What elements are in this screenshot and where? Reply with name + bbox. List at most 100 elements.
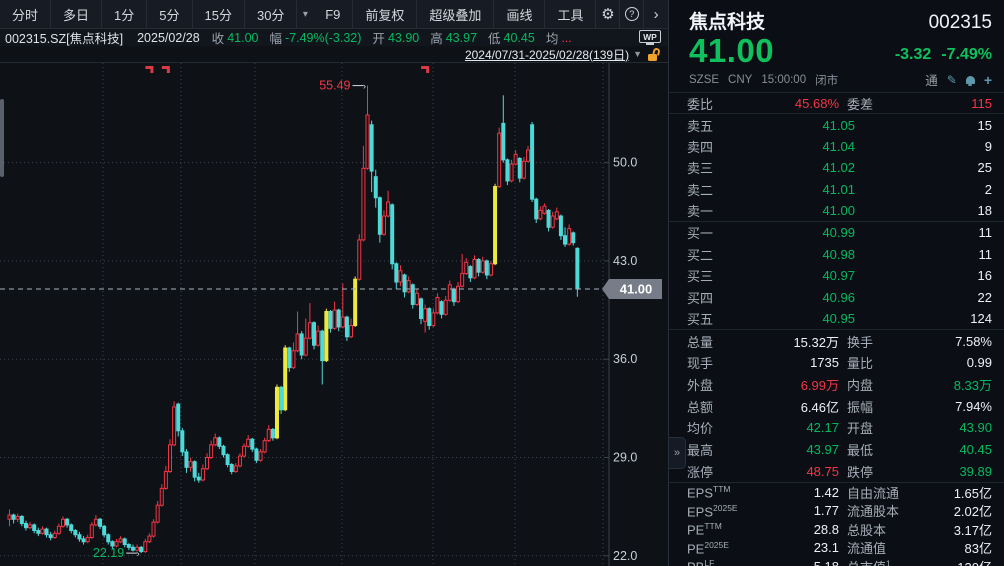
fundamental-row: PETTM 28.8 总股本 3.17亿	[669, 520, 1004, 538]
ask-row[interactable]: 卖四 41.04 9	[669, 136, 1004, 157]
candle	[237, 455, 242, 467]
divider	[669, 329, 1004, 331]
fundamental-value: 5.18	[763, 559, 839, 566]
bid-price: 40.96	[822, 289, 855, 305]
candle	[122, 538, 127, 546]
bid-row[interactable]: 买四 40.96 22	[669, 286, 1004, 307]
stat-value: 1735	[810, 355, 839, 371]
candle	[196, 476, 201, 481]
candle	[287, 347, 292, 369]
chevron-right-icon: ›	[653, 5, 659, 23]
candle	[402, 274, 407, 293]
candle	[159, 487, 164, 506]
period-tabs: 分时 多日 1分 5分 15分 30分	[0, 0, 298, 28]
bid-label: 买一	[687, 226, 714, 242]
divider	[669, 113, 1004, 115]
period-dropdown-icon[interactable]: ▾	[302, 8, 308, 20]
alert-bell-icon[interactable]	[965, 75, 975, 87]
current-price-badge	[602, 279, 662, 300]
ask-row[interactable]: 卖五 41.05 15	[669, 114, 1004, 135]
period-tab-3[interactable]: 5分	[147, 0, 193, 28]
diff-value: 115	[971, 95, 992, 111]
stat-label: 均价	[687, 421, 714, 437]
help-icon: ?	[624, 7, 639, 21]
tool-tab-2[interactable]: 超级叠加	[417, 0, 495, 28]
bid-row[interactable]: 买五 40.95 124	[669, 308, 1004, 329]
candlestick-chart[interactable]: 55.49 › 22.19 › 50.0 43.0 36.0 29.0 22.0 41.00	[0, 63, 668, 566]
candle	[546, 209, 551, 228]
candle	[344, 316, 349, 338]
quote-pair-label: 低	[488, 32, 501, 46]
candle	[184, 451, 189, 468]
candle	[394, 263, 399, 283]
period-tab-0[interactable]: 分时	[0, 0, 52, 28]
symbol-label: 002315.SZ[焦点科技]	[5, 32, 124, 46]
fundamental-value: 1.77	[813, 503, 839, 519]
tool-tab-4[interactable]: 工具	[545, 0, 597, 28]
ratio-label: 委比	[687, 96, 714, 112]
y-axis-label: 22.0	[613, 549, 637, 563]
tool-tab-0[interactable]: F9	[313, 0, 354, 28]
candle	[291, 350, 296, 369]
period-tab-5[interactable]: 30分	[245, 0, 298, 28]
ask-volume: 18	[977, 203, 992, 219]
date-range-selector[interactable]: 2024/07/31-2025/02/28(139日)	[464, 47, 630, 62]
candle	[439, 301, 444, 315]
candlestick-chart-container[interactable]: 55.49 › 22.19 › 50.0 43.0 36.0 29.0 22.0 41.00	[0, 62, 668, 566]
candle	[258, 451, 263, 461]
tool-tab-1[interactable]: 前复权	[353, 0, 418, 28]
wp-window-icon[interactable]: WP	[639, 30, 661, 45]
candle	[250, 438, 255, 450]
ask-label: 卖三	[687, 161, 714, 177]
settings-button[interactable]: ⚙	[596, 0, 621, 28]
ask-row[interactable]: 卖三 41.02 25	[669, 157, 1004, 178]
fundamental-label: PETTM	[687, 521, 722, 538]
period-tab-1[interactable]: 多日	[51, 0, 103, 28]
period-tab-2[interactable]: 1分	[102, 0, 148, 28]
candle	[36, 529, 41, 534]
candle	[221, 445, 226, 456]
candle	[126, 544, 131, 548]
ask-row[interactable]: 卖一 41.00 18	[669, 200, 1004, 221]
fundamental-row: PE2025E 23.1 流通值 83亿	[669, 538, 1004, 557]
quote-pair-label: 均	[545, 32, 559, 46]
candle	[217, 437, 222, 447]
candle	[274, 386, 279, 439]
quote-pair: 均...	[546, 28, 572, 47]
candle	[299, 333, 304, 356]
quote-pair-value: 43.97	[445, 30, 478, 45]
stat-label: 现手	[687, 356, 714, 372]
panel-collapse-tab[interactable]: »	[669, 437, 686, 469]
fundamental-label: 总市值1	[839, 557, 943, 566]
candle	[538, 209, 543, 220]
help-button[interactable]: ?	[620, 0, 645, 28]
y-axis-label: 50.0	[613, 156, 637, 170]
fundamental-label-base: PE	[687, 540, 705, 556]
period-tab-4[interactable]: 15分	[193, 0, 245, 28]
toolbar-more-button[interactable]: ›	[644, 0, 668, 28]
candle	[353, 278, 358, 327]
add-watchlist-icon[interactable]: +	[983, 71, 992, 88]
bid-row[interactable]: 买二 40.98 11	[669, 244, 1004, 265]
candle	[19, 515, 24, 524]
stock-code: 002315	[928, 12, 992, 33]
bid-volume: 22	[977, 289, 992, 305]
candle	[410, 284, 415, 305]
ask-label: 卖一	[687, 204, 714, 220]
bid-row[interactable]: 买一 40.99 11	[669, 222, 1004, 243]
stat-row: 现手 1735 量比 0.99	[669, 352, 1004, 374]
chevron-down-icon[interactable]: ▼	[633, 49, 642, 59]
bid-row[interactable]: 买三 40.97 16	[669, 265, 1004, 286]
unlock-icon[interactable]	[648, 46, 661, 61]
stat-label: 开盘	[847, 421, 874, 437]
fundamental-label: EPS2025E	[687, 502, 738, 520]
ask-row[interactable]: 卖二 41.01 2	[669, 179, 1004, 200]
tool-tab-3[interactable]: 画线	[494, 0, 546, 28]
ask-volume: 25	[977, 160, 992, 176]
candle	[398, 270, 403, 283]
bid-price: 40.97	[822, 268, 855, 284]
edit-icon[interactable]: ✎	[946, 72, 957, 87]
low-price-annotation: 22.19	[93, 546, 124, 560]
currency-label: CNY	[728, 73, 753, 86]
ohlc-values: 收 41.00 幅 -7.49%(-3.32) 开 43.90 高 43.97 低 40.45 均.…	[212, 28, 583, 47]
